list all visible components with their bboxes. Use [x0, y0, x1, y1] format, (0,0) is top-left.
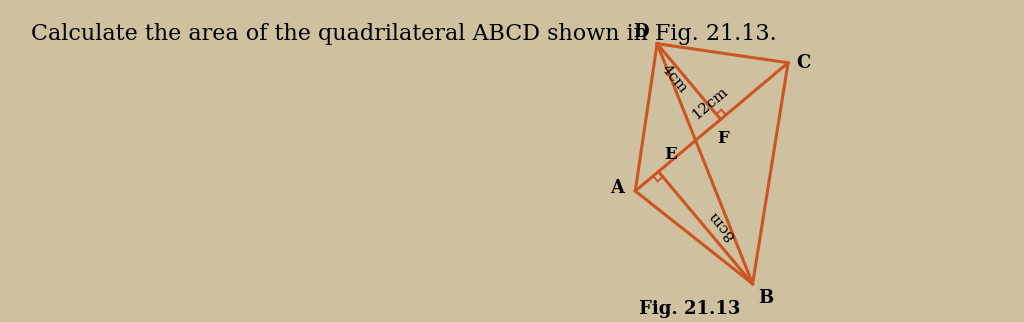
Text: 8cm: 8cm — [707, 208, 737, 242]
Text: Calculate the area of the quadrilateral ABCD shown in Fig. 21.13.: Calculate the area of the quadrilateral … — [31, 23, 776, 44]
Text: B: B — [758, 289, 773, 307]
Text: 4cm: 4cm — [658, 62, 690, 96]
Text: C: C — [797, 54, 811, 72]
Text: E: E — [664, 147, 677, 163]
Text: D: D — [633, 23, 649, 41]
Text: A: A — [610, 179, 625, 197]
Text: F: F — [718, 130, 729, 147]
Text: 12cm: 12cm — [689, 85, 730, 122]
Text: Fig. 21.13: Fig. 21.13 — [639, 300, 740, 318]
